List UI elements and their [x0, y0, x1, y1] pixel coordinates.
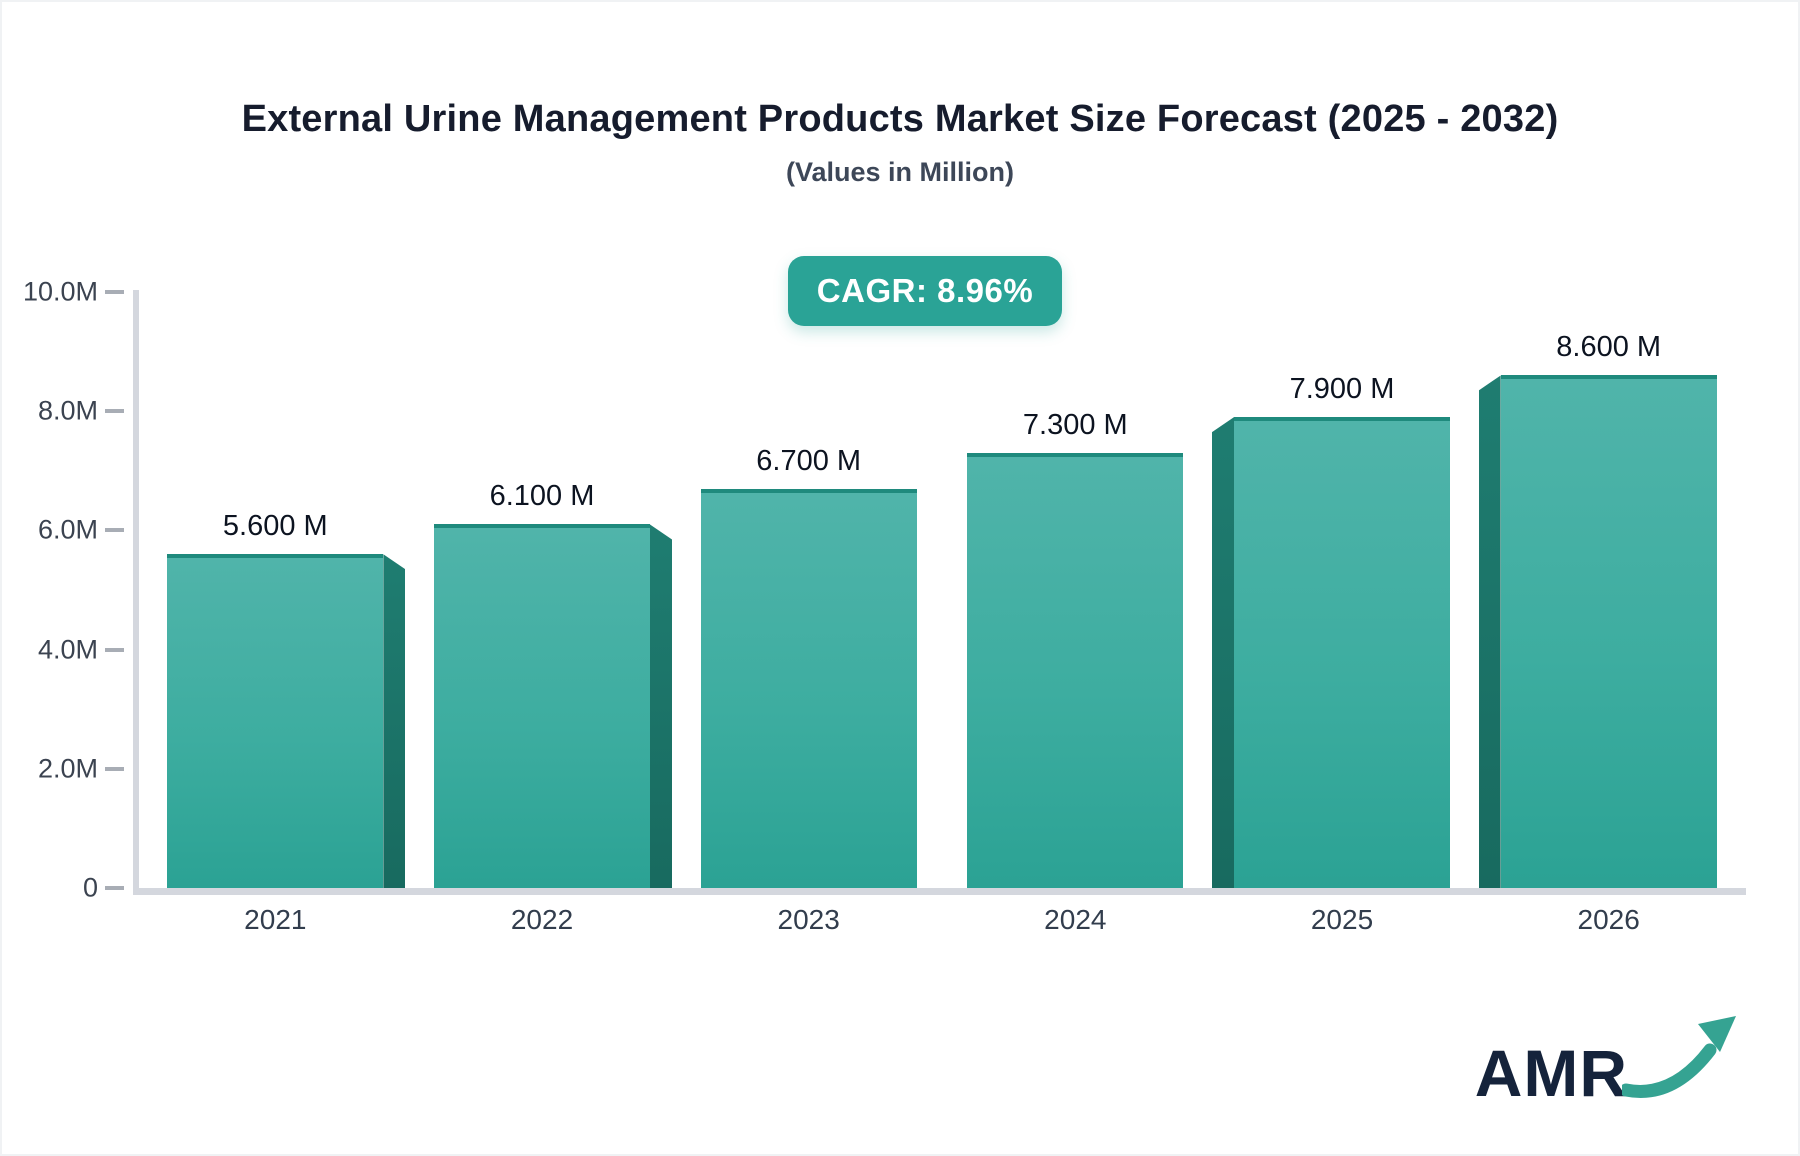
cagr-badge-label: CAGR: 8.96% — [816, 272, 1034, 309]
bar-2026 — [1500, 375, 1717, 888]
y-tick-label: 6.0M — [37, 514, 98, 545]
y-tick-dash — [105, 766, 124, 771]
bar-3d-side-2021 — [383, 554, 405, 894]
chart-subtitle: (Values in Million) — [785, 157, 1015, 187]
bar-value-label-2025: 7.900 M — [1289, 373, 1395, 406]
bar-value-label-2026: 8.600 M — [1556, 331, 1662, 364]
brand-logo-text: AMR — [1474, 1036, 1628, 1110]
y-tick-label: 0 — [82, 872, 98, 903]
y-tick-dash — [105, 886, 124, 890]
bar-2023 — [700, 488, 917, 888]
x-tick-label-2021: 2021 — [244, 904, 307, 935]
y-tick-dash — [105, 647, 124, 652]
bar-2025 — [1234, 417, 1450, 888]
y-tick-label: 10.0M — [22, 276, 98, 307]
chart-title: External Urine Management Products Marke… — [241, 98, 1559, 140]
y-tick-dash — [105, 290, 124, 294]
y-tick-label: 4.0M — [37, 634, 98, 665]
y-tick-label: 8.0M — [37, 395, 98, 426]
bar-3d-side-2022 — [650, 524, 672, 894]
y-axis-line — [133, 290, 139, 895]
y-tick-label: 2.0M — [37, 753, 98, 784]
trend-up-arrow-icon — [1622, 1016, 1736, 1098]
cagr-badge: CAGR: 8.96% — [788, 256, 1062, 326]
y-tick-dash — [105, 528, 124, 533]
x-tick-label-2025: 2025 — [1310, 904, 1374, 935]
bar-value-label-2023: 6.700 M — [756, 444, 862, 477]
x-tick-label-2022: 2022 — [510, 904, 574, 935]
bar-2022 — [434, 524, 650, 888]
bar-2024 — [967, 452, 1184, 888]
x-tick-label-2023: 2023 — [777, 904, 840, 935]
x-axis-baseline — [133, 888, 1746, 895]
bar-2021 — [167, 554, 384, 888]
bar-value-label-2021: 5.600 M — [222, 510, 328, 543]
bar-3d-side-2026 — [1479, 375, 1501, 894]
y-tick-dash — [105, 409, 124, 414]
bar-3d-side-2025 — [1212, 417, 1234, 894]
x-tick-label-2024: 2024 — [1044, 904, 1107, 935]
bar-value-label-2024: 7.300 M — [1022, 408, 1128, 441]
bar-value-label-2022: 6.100 M — [489, 480, 595, 513]
brand-logo: AMR — [1475, 1012, 1740, 1106]
x-tick-label-2026: 2026 — [1577, 904, 1640, 935]
